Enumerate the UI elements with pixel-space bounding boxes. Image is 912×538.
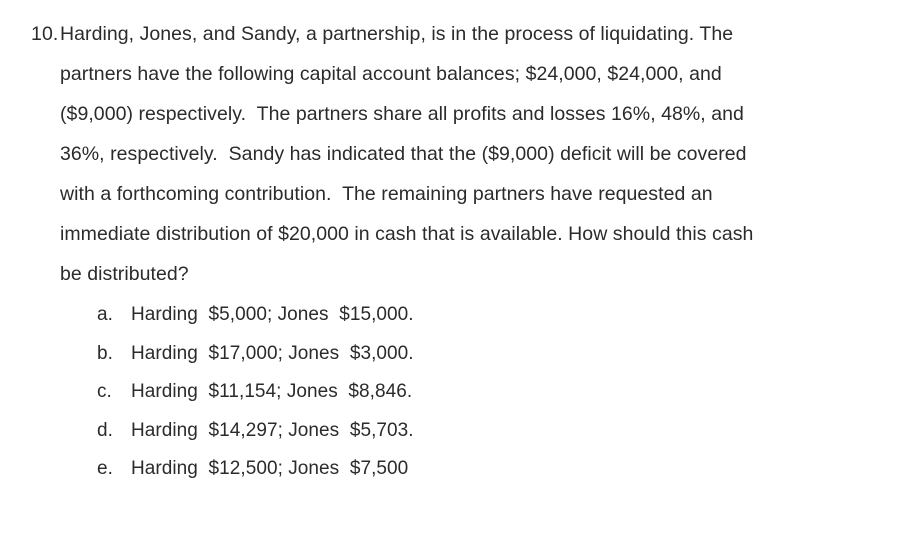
answer-choice-b[interactable]: b. Harding $17,000; Jones $3,000. [97, 335, 797, 374]
question-line: 36%, respectively. Sandy has indicated t… [60, 143, 747, 165]
question-line: Harding, Jones, and Sandy, a partnership… [60, 23, 734, 45]
answer-choice-a[interactable]: a. Harding $5,000; Jones $15,000. [97, 296, 797, 335]
choice-text: Harding $14,297; Jones $5,703. [131, 419, 414, 441]
choice-text: Harding $12,500; Jones $7,500 [131, 458, 409, 480]
choice-letter: b. [97, 342, 113, 364]
choice-letter: a. [97, 304, 113, 325]
choice-text: Harding $11,154; Jones $8,846. [131, 381, 413, 403]
answer-choice-c[interactable]: c. Harding $11,154; Jones $8,846. [97, 373, 797, 412]
choice-letter: e. [97, 458, 113, 480]
question-number: 10. [31, 23, 59, 45]
question-line: immediate distribution of $20,000 in cas… [60, 223, 754, 245]
question-line: be distributed? [60, 263, 189, 285]
question-line: partners have the following capital acco… [60, 63, 722, 85]
answer-choice-e[interactable]: e. Harding $12,500; Jones $7,500 [97, 450, 797, 489]
question-block: 10. Harding, Jones, and Sandy, a partner… [31, 14, 891, 294]
choice-text: Harding $5,000; Jones $15,000. [131, 304, 414, 325]
question-line: ($9,000) respectively. The partners shar… [60, 103, 744, 125]
question-line: with a forthcoming contribution. The rem… [60, 183, 713, 205]
answer-choice-d[interactable]: d. Harding $14,297; Jones $5,703. [97, 412, 797, 451]
question-text: Harding, Jones, and Sandy, a partnership… [60, 14, 908, 294]
answer-choice-list: a. Harding $5,000; Jones $15,000. b. Har… [97, 296, 797, 489]
choice-letter: c. [97, 381, 112, 403]
choice-letter: d. [97, 419, 113, 441]
choice-text: Harding $17,000; Jones $3,000. [131, 342, 414, 364]
